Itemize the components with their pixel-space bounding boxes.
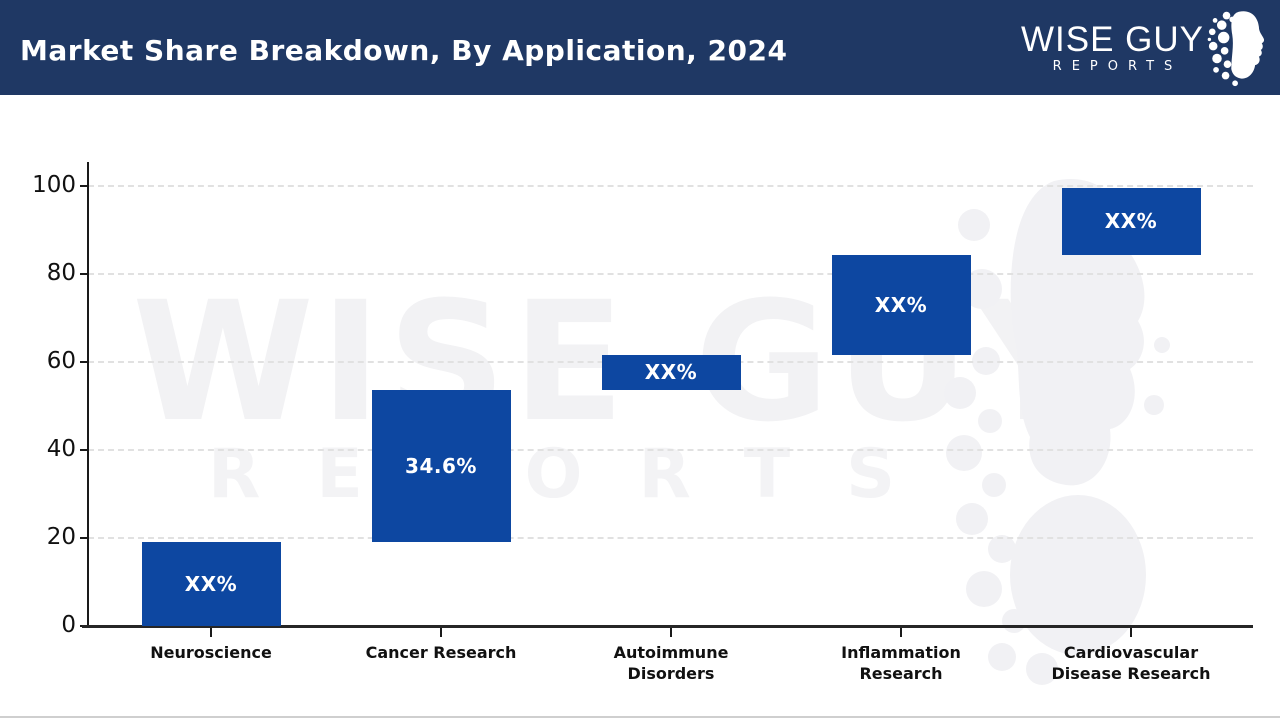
logo-text: WISE GUY REPORTS	[1021, 22, 1204, 74]
bar-value-label: XX%	[1104, 209, 1158, 234]
gridline-20	[88, 537, 1253, 539]
x-tick-2	[670, 628, 672, 637]
header-band: Market Share Breakdown, By Application, …	[0, 0, 1280, 95]
y-tick-label: 60	[46, 348, 76, 374]
bar-value-label: XX%	[644, 360, 698, 385]
x-tick-3	[900, 628, 902, 637]
bar-value-label: XX%	[184, 571, 238, 596]
logo-subtitle: REPORTS	[1052, 59, 1183, 74]
page-title: Market Share Breakdown, By Application, …	[20, 34, 788, 67]
x-category-label: Cancer Research	[365, 643, 517, 662]
bottom-divider	[0, 716, 1280, 718]
bar-cancer-research: 34.6%	[371, 389, 511, 542]
x-axis-line	[82, 625, 1253, 628]
bar-inflammation-research: XX%	[831, 254, 971, 355]
x-tick-4	[1130, 628, 1132, 637]
x-category-label: Autoimmune Disorders	[613, 643, 729, 683]
y-tick-40	[80, 449, 88, 451]
x-category-label: Cardiovascular Disease Research	[1051, 643, 1211, 683]
gridline-100	[88, 185, 1253, 187]
x-tick-0	[210, 628, 212, 637]
wise-guy-logo: WISE GUY REPORTS	[1018, 6, 1268, 90]
x-category-label: Inflammation Research	[841, 643, 961, 683]
bar-cardiovascular-disease-research: XX%	[1061, 188, 1201, 255]
bar-value-label: 34.6%	[405, 453, 477, 478]
y-tick-label: 40	[46, 436, 76, 462]
waterfall-chart: 0 20 40 60 80 100 XX% Neuroscience 34.6% Cancer R…	[0, 95, 1280, 720]
y-axis-line	[87, 162, 89, 628]
y-tick-80	[80, 273, 88, 275]
y-tick-label: 80	[46, 260, 76, 286]
x-tick-1	[440, 628, 442, 637]
gridline-40	[88, 449, 1253, 451]
logo-face-icon	[1207, 11, 1265, 87]
y-tick-60	[80, 361, 88, 363]
logo-wordmark: WISE GUY	[1020, 20, 1204, 59]
bar-value-label: XX%	[874, 292, 928, 317]
y-tick-label: 0	[61, 612, 76, 638]
bar-neuroscience: XX%	[141, 541, 281, 626]
x-category-label: Neuroscience	[150, 643, 272, 662]
y-tick-100	[80, 185, 88, 187]
y-tick-label: 20	[46, 524, 76, 550]
y-tick-label: 100	[32, 172, 76, 198]
watermark-subtitle: REPORTS	[208, 435, 952, 514]
gridline-80	[88, 273, 1253, 275]
bar-autoimmune-disorders: XX%	[601, 354, 741, 390]
y-tick-20	[80, 537, 88, 539]
